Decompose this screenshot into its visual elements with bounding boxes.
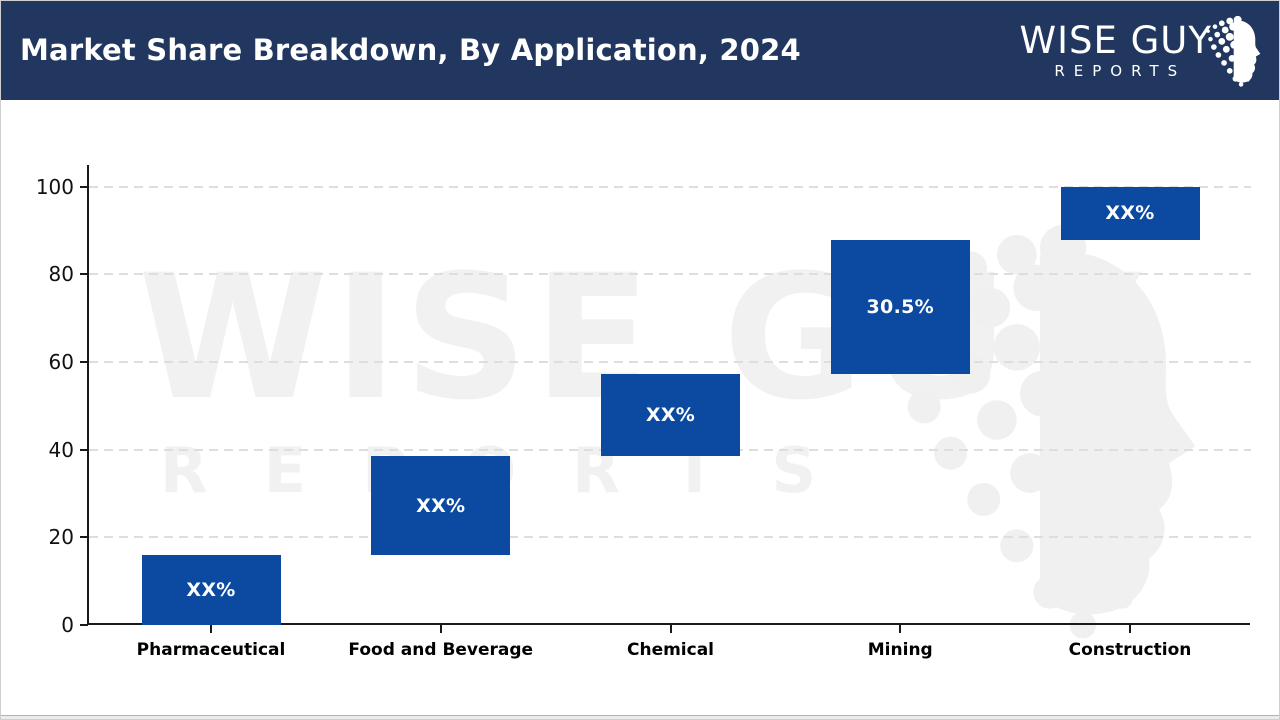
y-tick-40 <box>80 448 88 451</box>
x-category-label: Chemical <box>626 640 715 660</box>
header-bar: Market Share Breakdown, By Application, … <box>0 0 1280 100</box>
bar-mining: 30.5% <box>830 240 970 375</box>
bar-value-label: XX% <box>1105 202 1155 225</box>
gridline-80 <box>89 273 1251 276</box>
chart-area: 0 20 40 60 80 100 XX% Pharmaceutical XX% Food and… <box>0 100 1280 715</box>
y-tick-label-100: 100 <box>35 174 74 199</box>
x-category-label: Construction <box>1068 640 1192 660</box>
gridline-100 <box>89 185 1251 188</box>
footer-strip <box>0 716 1280 720</box>
bar-chemical: XX% <box>601 374 740 457</box>
bar-pharmaceutical: XX% <box>141 554 281 625</box>
bar-value-label: 30.5% <box>866 296 934 319</box>
y-tick-100 <box>80 185 88 188</box>
bar-value-label: XX% <box>416 494 466 517</box>
logo-wordmark-block: WISE GUY REPORTS <box>1020 22 1212 80</box>
logo-wordmark: WISE GUY <box>1019 19 1212 62</box>
y-tick-80 <box>80 273 88 276</box>
y-tick-20 <box>80 536 88 539</box>
wiseguy-head-icon <box>1206 15 1261 87</box>
x-category-label: Food and Beverage <box>348 640 534 660</box>
bar-food-and-beverage: XX% <box>371 456 511 555</box>
x-tick-4 <box>1129 625 1131 633</box>
bar-value-label: XX% <box>186 578 236 601</box>
x-axis-line <box>87 623 1250 625</box>
y-tick-label-80: 80 <box>48 262 74 287</box>
x-category-label: Pharmaceutical <box>136 640 286 660</box>
x-tick-0 <box>210 625 212 633</box>
bar-value-label: XX% <box>645 404 696 427</box>
wiseguy-logo: WISE GUY REPORTS <box>1020 8 1266 94</box>
footer-divider <box>0 715 1280 716</box>
watermark-head-icon <box>881 224 1196 639</box>
y-tick-label-20: 20 <box>48 525 74 550</box>
y-tick-60 <box>80 360 88 363</box>
page-title: Market Share Breakdown, By Application, … <box>20 33 801 67</box>
y-axis-line <box>87 165 89 625</box>
x-tick-3 <box>899 625 902 633</box>
y-tick-label-60: 60 <box>48 349 74 374</box>
y-tick-0 <box>80 624 88 626</box>
x-category-label: Mining <box>867 640 933 660</box>
y-tick-label-0: 0 <box>61 613 74 637</box>
x-tick-2 <box>669 625 672 633</box>
x-tick-1 <box>439 625 442 633</box>
y-tick-label-40: 40 <box>48 437 74 462</box>
logo-reports-label: REPORTS <box>1054 62 1187 80</box>
bar-construction: XX% <box>1060 186 1200 241</box>
gridline-20 <box>89 536 1251 539</box>
gridline-60 <box>89 360 1251 363</box>
